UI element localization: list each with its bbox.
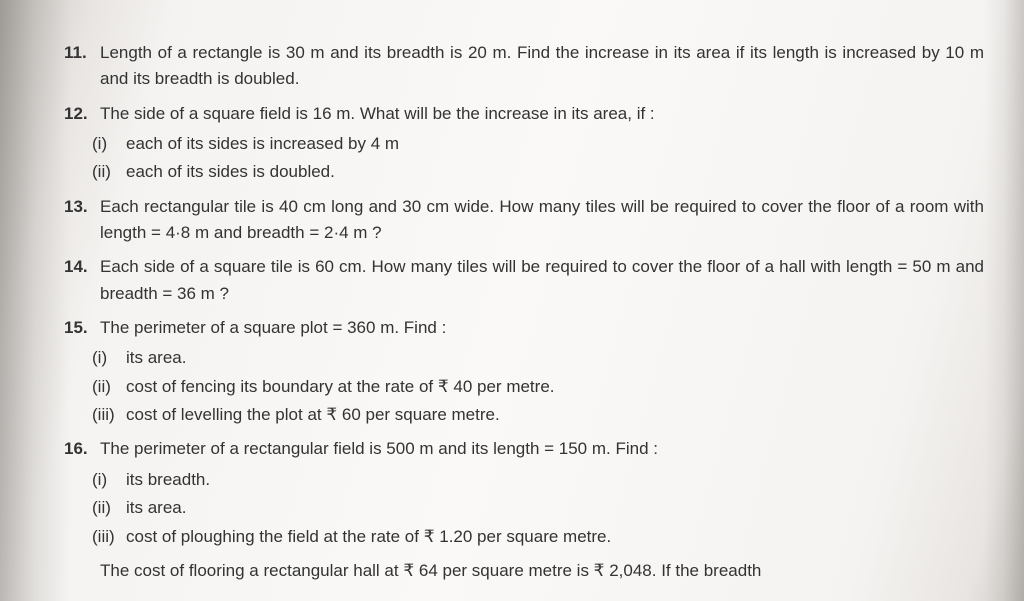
sub-items: (i) its area. (ii) cost of fencing its b…: [126, 345, 984, 428]
sub-item: (ii) its area.: [126, 495, 984, 521]
question-17: 17. The cost of flooring a rectangular h…: [100, 558, 984, 582]
question-number: 13.: [64, 194, 88, 220]
question-number: 12.: [64, 101, 88, 127]
question-text: Each side of a square tile is 60 cm. How…: [100, 254, 984, 307]
sub-item: (i) its area.: [126, 345, 984, 371]
sub-item: (ii) cost of fencing its boundary at the…: [126, 374, 984, 400]
textbook-page: 11. Length of a rectangle is 30 m and it…: [0, 0, 1024, 582]
sub-number: (ii): [92, 374, 111, 400]
sub-number: (i): [92, 467, 107, 493]
sub-number: (iii): [92, 402, 115, 428]
sub-text: cost of ploughing the field at the rate …: [126, 527, 611, 546]
sub-number: (iii): [92, 524, 115, 550]
question-number: 14.: [64, 254, 88, 280]
sub-text: its breadth.: [126, 470, 210, 489]
sub-text: each of its sides is doubled.: [126, 162, 335, 181]
sub-text: cost of levelling the plot at ₹ 60 per s…: [126, 405, 500, 424]
question-12: 12. The side of a square field is 16 m. …: [100, 101, 984, 186]
sub-number: (i): [92, 131, 107, 157]
sub-text: cost of fencing its boundary at the rate…: [126, 377, 555, 396]
question-number: 16.: [64, 436, 88, 462]
sub-items: (i) each of its sides is increased by 4 …: [126, 131, 984, 186]
sub-text: each of its sides is increased by 4 m: [126, 134, 399, 153]
question-number: 15.: [64, 315, 88, 341]
question-14: 14. Each side of a square tile is 60 cm.…: [100, 254, 984, 307]
question-text: The perimeter of a square plot = 360 m. …: [100, 315, 984, 341]
sub-text: its area.: [126, 348, 186, 367]
sub-text: its area.: [126, 498, 186, 517]
sub-item: (i) its breadth.: [126, 467, 984, 493]
sub-item: (ii) each of its sides is doubled.: [126, 159, 984, 185]
sub-item: (iii) cost of levelling the plot at ₹ 60…: [126, 402, 984, 428]
question-16: 16. The perimeter of a rectangular field…: [100, 436, 984, 549]
question-number: 11.: [64, 40, 87, 66]
sub-number: (i): [92, 345, 107, 371]
sub-item: (iii) cost of ploughing the field at the…: [126, 524, 984, 550]
question-text: The cost of flooring a rectangular hall …: [100, 558, 984, 582]
sub-item: (i) each of its sides is increased by 4 …: [126, 131, 984, 157]
sub-items: (i) its breadth. (ii) its area. (iii) co…: [126, 467, 984, 550]
question-text: The side of a square field is 16 m. What…: [100, 101, 984, 127]
question-text: The perimeter of a rectangular field is …: [100, 436, 984, 462]
question-15: 15. The perimeter of a square plot = 360…: [100, 315, 984, 428]
question-text: Each rectangular tile is 40 cm long and …: [100, 194, 984, 247]
question-text: Length of a rectangle is 30 m and its br…: [100, 40, 984, 93]
question-11: 11. Length of a rectangle is 30 m and it…: [100, 40, 984, 93]
question-13: 13. Each rectangular tile is 40 cm long …: [100, 194, 984, 247]
sub-number: (ii): [92, 159, 111, 185]
sub-number: (ii): [92, 495, 111, 521]
